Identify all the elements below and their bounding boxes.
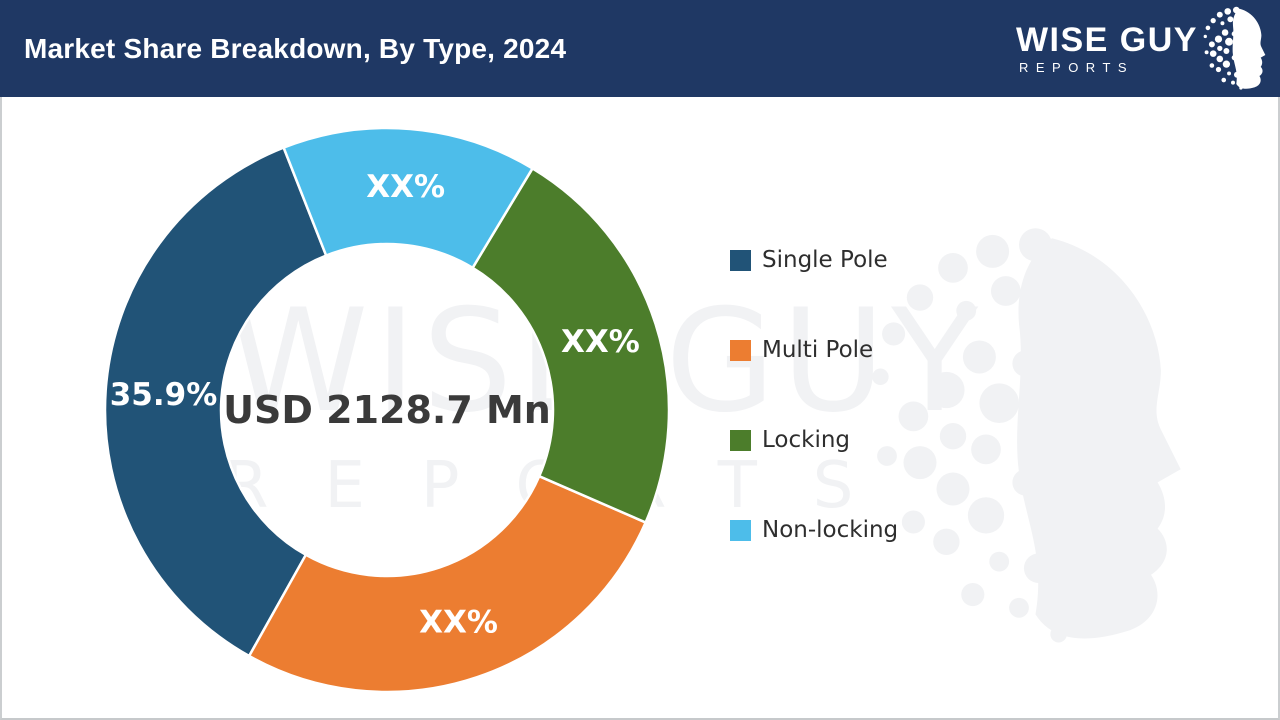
slice-label-single-pole: 35.9% [110,377,218,413]
donut-slice-multi-pole [247,474,647,694]
slice-label-multi-pole: XX% [419,604,498,640]
legend-label: Non-locking [762,517,899,543]
legend-item-locking: Locking [730,427,851,453]
logo-face-profile [1232,8,1266,89]
legend-item-multi-pole: Multi Pole [730,337,874,363]
legend-item-non-locking: Non-locking [730,517,899,543]
chart-center-value: USD 2128.7 Mn [223,388,551,432]
slice-label-non-locking: XX% [366,169,445,205]
legend-item-single-pole: Single Pole [730,247,888,273]
logo-wordmark: WISE GUY REPORTS [1016,23,1198,75]
logo-face-icon [1203,6,1266,90]
donut-slice-single-pole [103,146,328,658]
donut-chart: 35.9% XX% XX% XX% [103,126,671,694]
header-bar: Market Share Breakdown, By Type, 2024 WI… [0,0,1280,97]
legend-swatch-icon [730,339,751,361]
logo-line1: WISE GUY [1015,20,1198,59]
legend-label: Locking [762,427,851,453]
donut-slice-locking [471,167,671,524]
watermark-face-icon [872,228,1181,643]
donut-slice-non-locking [282,126,534,270]
chart-canvas: WISE GUY REPORTS 35.9%XX%XX%XX% USD 2128… [0,97,1280,720]
page-title: Market Share Breakdown, By Type, 2024 [24,32,567,64]
legend-label: Multi Pole [762,337,874,363]
legend-swatch-icon [730,519,751,541]
legend-label: Single Pole [762,247,888,273]
logo-line2: REPORTS [1018,59,1135,75]
legend-swatch-icon [730,249,751,271]
slice-label-locking: XX% [561,324,640,360]
legend-swatch-icon [730,429,751,451]
wise-guy-reports-logo: WISE GUY REPORTS [1016,6,1266,92]
